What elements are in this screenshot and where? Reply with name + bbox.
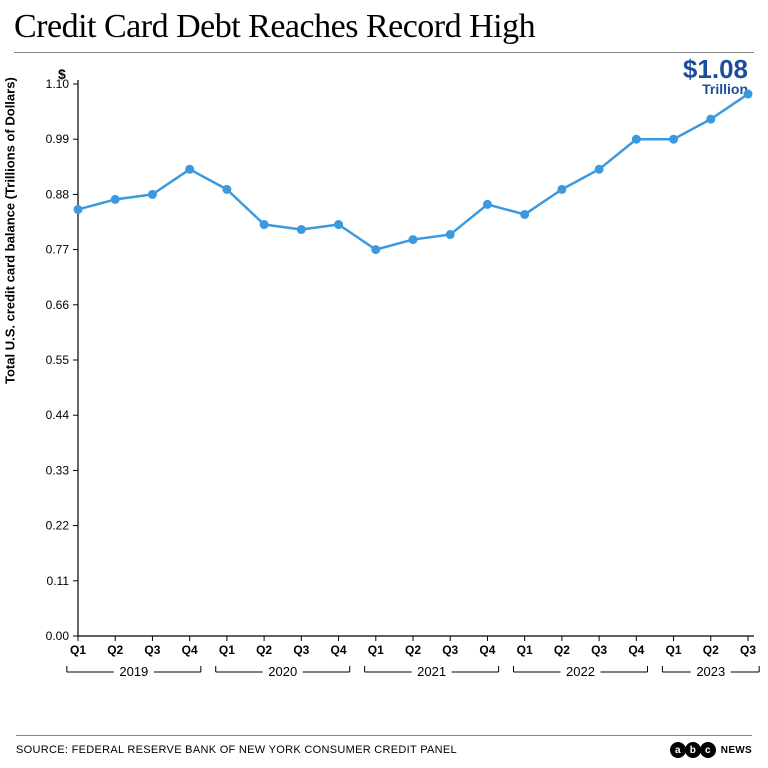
svg-text:Q3: Q3	[144, 643, 160, 657]
svg-text:Q1: Q1	[517, 643, 533, 657]
svg-text:0.00: 0.00	[46, 629, 70, 643]
svg-text:2021: 2021	[417, 664, 446, 679]
svg-text:2020: 2020	[268, 664, 297, 679]
svg-text:0.22: 0.22	[46, 519, 70, 533]
logo-letter: b	[685, 742, 701, 758]
svg-text:Q4: Q4	[628, 643, 644, 657]
chart-area: Total U.S. credit card balance (Trillion…	[0, 54, 768, 714]
logo-letter: c	[700, 742, 716, 758]
network-logo: a b c NEWS	[673, 742, 752, 758]
svg-text:Q3: Q3	[740, 643, 756, 657]
svg-text:0.44: 0.44	[46, 408, 70, 422]
footer-divider	[16, 735, 752, 736]
svg-text:2023: 2023	[696, 664, 725, 679]
svg-text:0.77: 0.77	[46, 243, 70, 257]
svg-text:0.66: 0.66	[46, 298, 70, 312]
svg-text:Q2: Q2	[405, 643, 421, 657]
svg-text:Q2: Q2	[107, 643, 123, 657]
svg-text:Q3: Q3	[442, 643, 458, 657]
source-text: SOURCE: FEDERAL RESERVE BANK OF NEW YORK…	[16, 744, 457, 756]
svg-text:Q1: Q1	[666, 643, 682, 657]
svg-text:0.33: 0.33	[46, 463, 70, 477]
svg-text:Q3: Q3	[293, 643, 309, 657]
svg-text:Q3: Q3	[591, 643, 607, 657]
logo-suffix: NEWS	[721, 745, 752, 756]
svg-text:Q1: Q1	[368, 643, 384, 657]
svg-text:Q4: Q4	[182, 643, 198, 657]
svg-text:1.10: 1.10	[46, 77, 70, 91]
svg-text:Q1: Q1	[219, 643, 235, 657]
chart-footer: SOURCE: FEDERAL RESERVE BANK OF NEW YORK…	[0, 729, 768, 768]
svg-text:Q2: Q2	[554, 643, 570, 657]
logo-letter: a	[670, 742, 686, 758]
chart-title: Credit Card Debt Reaches Record High	[0, 0, 768, 52]
svg-text:Q4: Q4	[479, 643, 495, 657]
svg-text:0.99: 0.99	[46, 132, 70, 146]
line-chart: 0.00 0.11 0.22 0.33 0.44 0.55 0.66 0.77 0.88 0.99…	[0, 54, 768, 714]
svg-text:Q1: Q1	[70, 643, 86, 657]
svg-text:Q2: Q2	[256, 643, 272, 657]
svg-text:0.11: 0.11	[47, 574, 70, 588]
svg-text:2019: 2019	[119, 664, 148, 679]
svg-text:0.55: 0.55	[46, 353, 70, 367]
title-divider	[14, 52, 754, 53]
svg-text:0.88: 0.88	[46, 187, 70, 201]
svg-text:Q4: Q4	[331, 643, 347, 657]
svg-text:2022: 2022	[566, 664, 595, 679]
svg-text:Q2: Q2	[703, 643, 719, 657]
